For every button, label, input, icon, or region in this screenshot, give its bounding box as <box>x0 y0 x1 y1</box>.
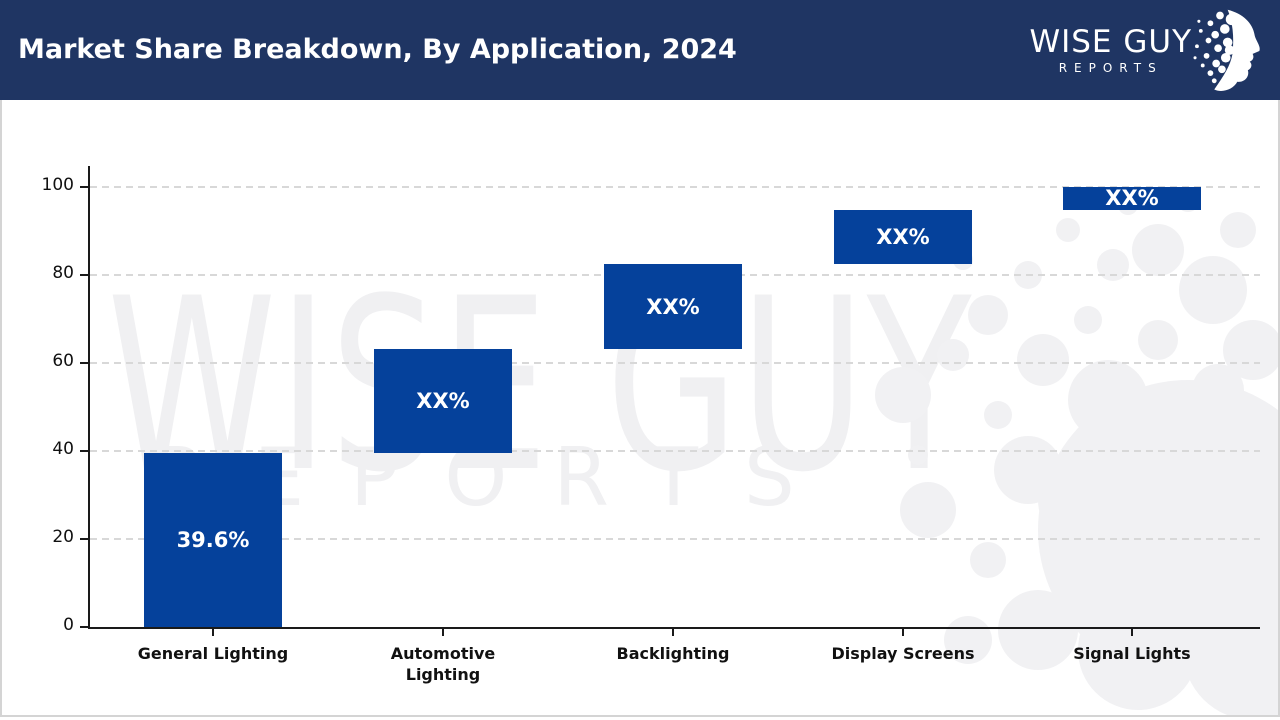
y-axis-label: 60 <box>52 351 74 371</box>
x-axis-category-line: Lighting <box>405 665 481 684</box>
y-axis-tick <box>80 362 88 364</box>
x-axis-tick <box>1131 629 1133 636</box>
chart-card: WISE GUY REPORTS 0 20 40 60 80 100 39.6% XX% XX%… <box>0 100 1280 717</box>
x-axis-category-label: Backlighting <box>573 643 773 664</box>
gridline-100 <box>90 186 1260 188</box>
header-bar: Market Share Breakdown, By Application, … <box>0 0 1280 100</box>
bar-backlighting: XX% <box>604 264 742 349</box>
bar-value-label: XX% <box>646 294 700 319</box>
x-axis-category-line: Automotive <box>390 644 496 663</box>
bar-automotive-lighting: XX% <box>374 348 512 453</box>
x-axis-tick <box>672 629 674 636</box>
x-axis-tick <box>902 629 904 636</box>
y-axis-line <box>88 166 90 629</box>
bar-value-label: XX% <box>876 225 930 250</box>
page-title: Market Share Breakdown, By Application, … <box>18 34 737 65</box>
bar-general-lighting: 39.6% <box>144 452 282 627</box>
y-axis-tick <box>80 186 88 188</box>
x-axis-category-line: Display Screens <box>831 644 975 663</box>
x-axis-category-label: Display Screens <box>803 643 1003 664</box>
bar-value-label: 39.6% <box>176 527 250 552</box>
x-axis-category-line: General Lighting <box>137 644 289 663</box>
brand-logo-text: WISE GUY REPORTS <box>1029 24 1192 75</box>
gridline-40 <box>90 450 1260 452</box>
y-axis-tick <box>80 538 88 540</box>
x-axis-line <box>88 627 1260 629</box>
brand-name: WISE GUY <box>1029 24 1192 60</box>
y-axis-label: 20 <box>52 527 74 547</box>
x-axis-category-line: Backlighting <box>616 644 730 663</box>
dotted-head-icon <box>1193 9 1260 91</box>
y-axis-label: 80 <box>52 263 74 283</box>
x-axis-tick <box>212 629 214 636</box>
x-axis-category-label: Signal Lights <box>1032 643 1232 664</box>
y-axis-tick <box>80 450 88 452</box>
bar-value-label: XX% <box>1105 186 1159 211</box>
x-axis-tick <box>442 629 444 636</box>
x-axis-category-line: Signal Lights <box>1073 644 1191 663</box>
y-axis-label: 40 <box>52 439 74 459</box>
bar-display-screens: XX% <box>834 209 972 265</box>
gridline-60 <box>90 362 1260 364</box>
bar-signal-lights: XX% <box>1063 186 1201 211</box>
plot-area: 0 20 40 60 80 100 39.6% XX% XX% XX% XX% General Lig… <box>2 100 1278 715</box>
y-axis-label: 100 <box>41 175 74 195</box>
watermark-dotted-head-icon <box>875 188 1278 715</box>
bar-value-label: XX% <box>416 388 470 413</box>
y-axis-label: 0 <box>63 615 74 635</box>
y-axis-tick <box>80 274 88 276</box>
gridline-20 <box>90 538 1260 540</box>
x-axis-category-label: Automotive Lighting <box>343 643 543 685</box>
brand-logo: WISE GUY REPORTS <box>1020 2 1270 98</box>
x-axis-category-label: General Lighting <box>113 643 313 664</box>
y-axis-tick <box>80 626 88 628</box>
brand-subname: REPORTS <box>1058 61 1163 75</box>
